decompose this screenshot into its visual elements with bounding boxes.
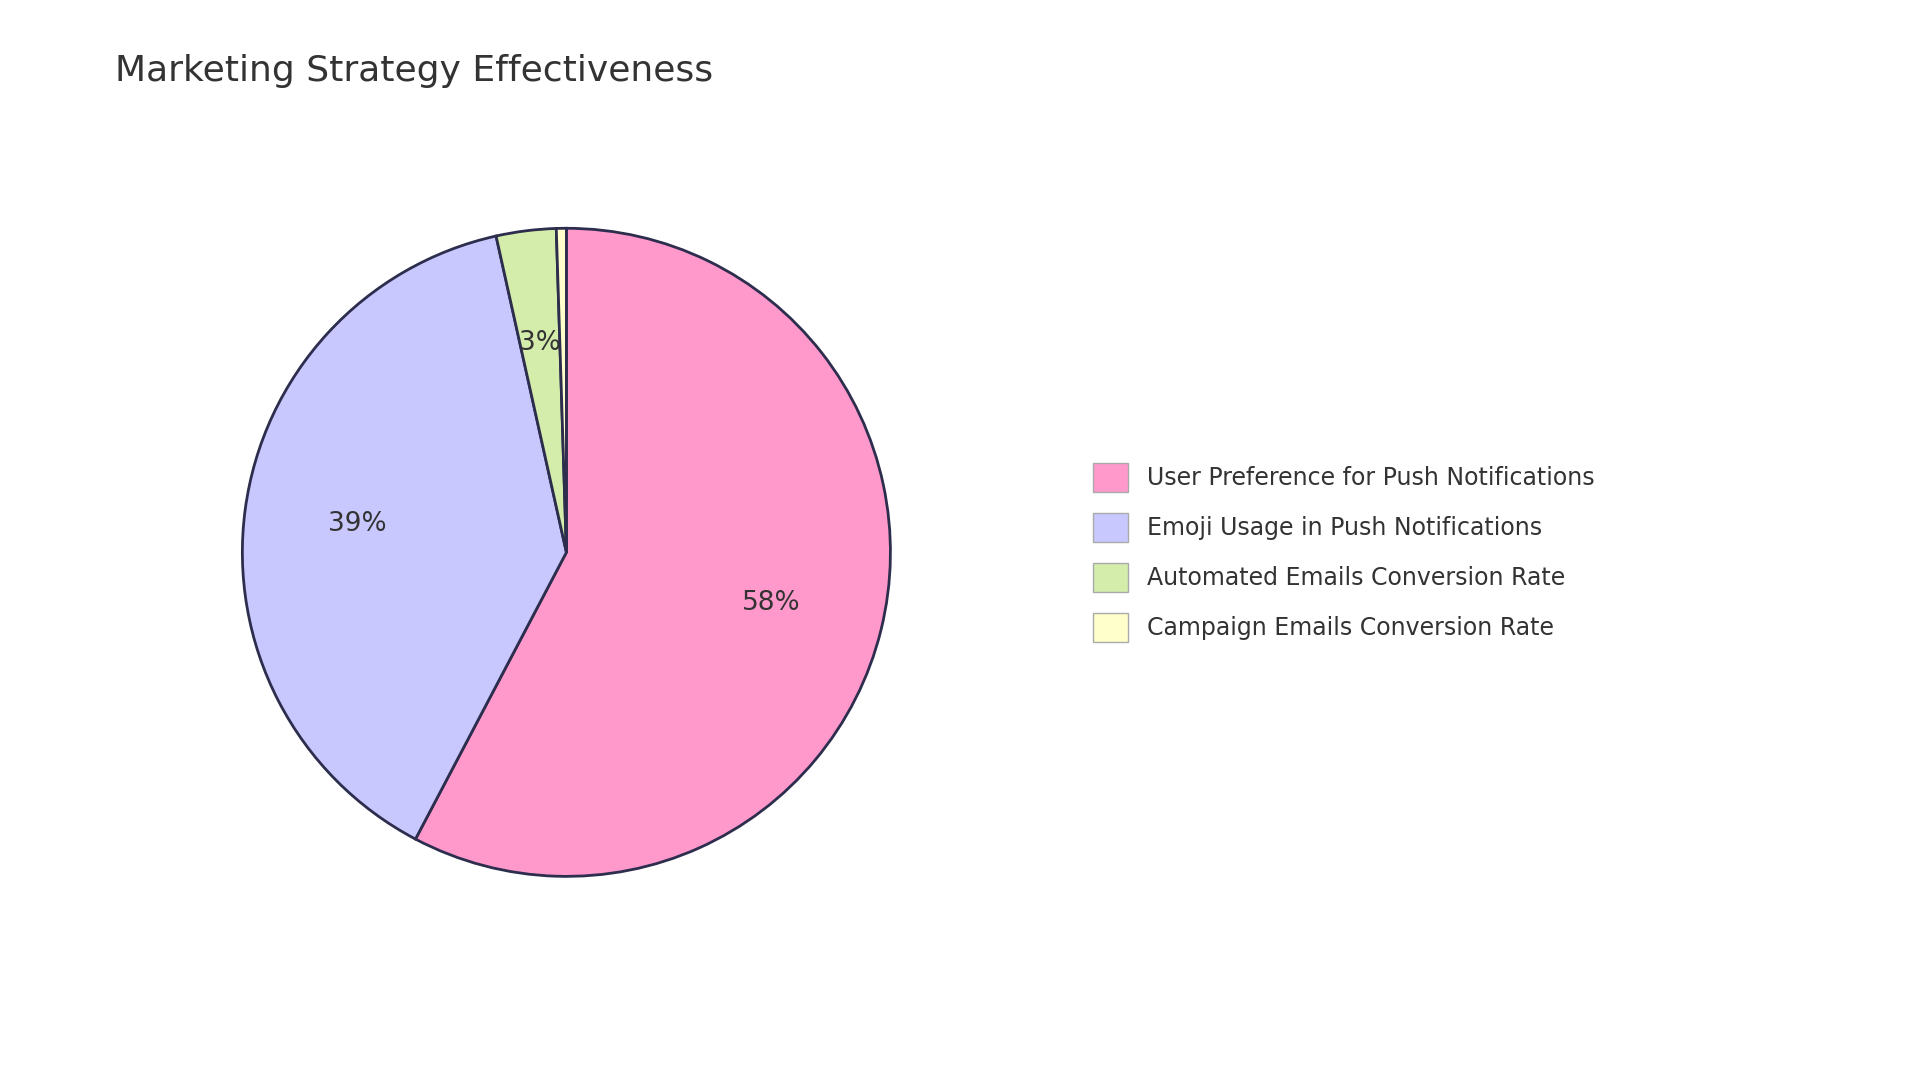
Text: Marketing Strategy Effectiveness: Marketing Strategy Effectiveness [115, 54, 714, 88]
Text: 39%: 39% [328, 511, 388, 537]
Wedge shape [242, 236, 566, 839]
Wedge shape [415, 229, 891, 876]
Text: 3%: 3% [518, 330, 561, 356]
Text: 58%: 58% [741, 590, 801, 616]
Legend: User Preference for Push Notifications, Emoji Usage in Push Notifications, Autom: User Preference for Push Notifications, … [1073, 444, 1613, 661]
Wedge shape [557, 229, 566, 552]
Wedge shape [495, 229, 566, 552]
